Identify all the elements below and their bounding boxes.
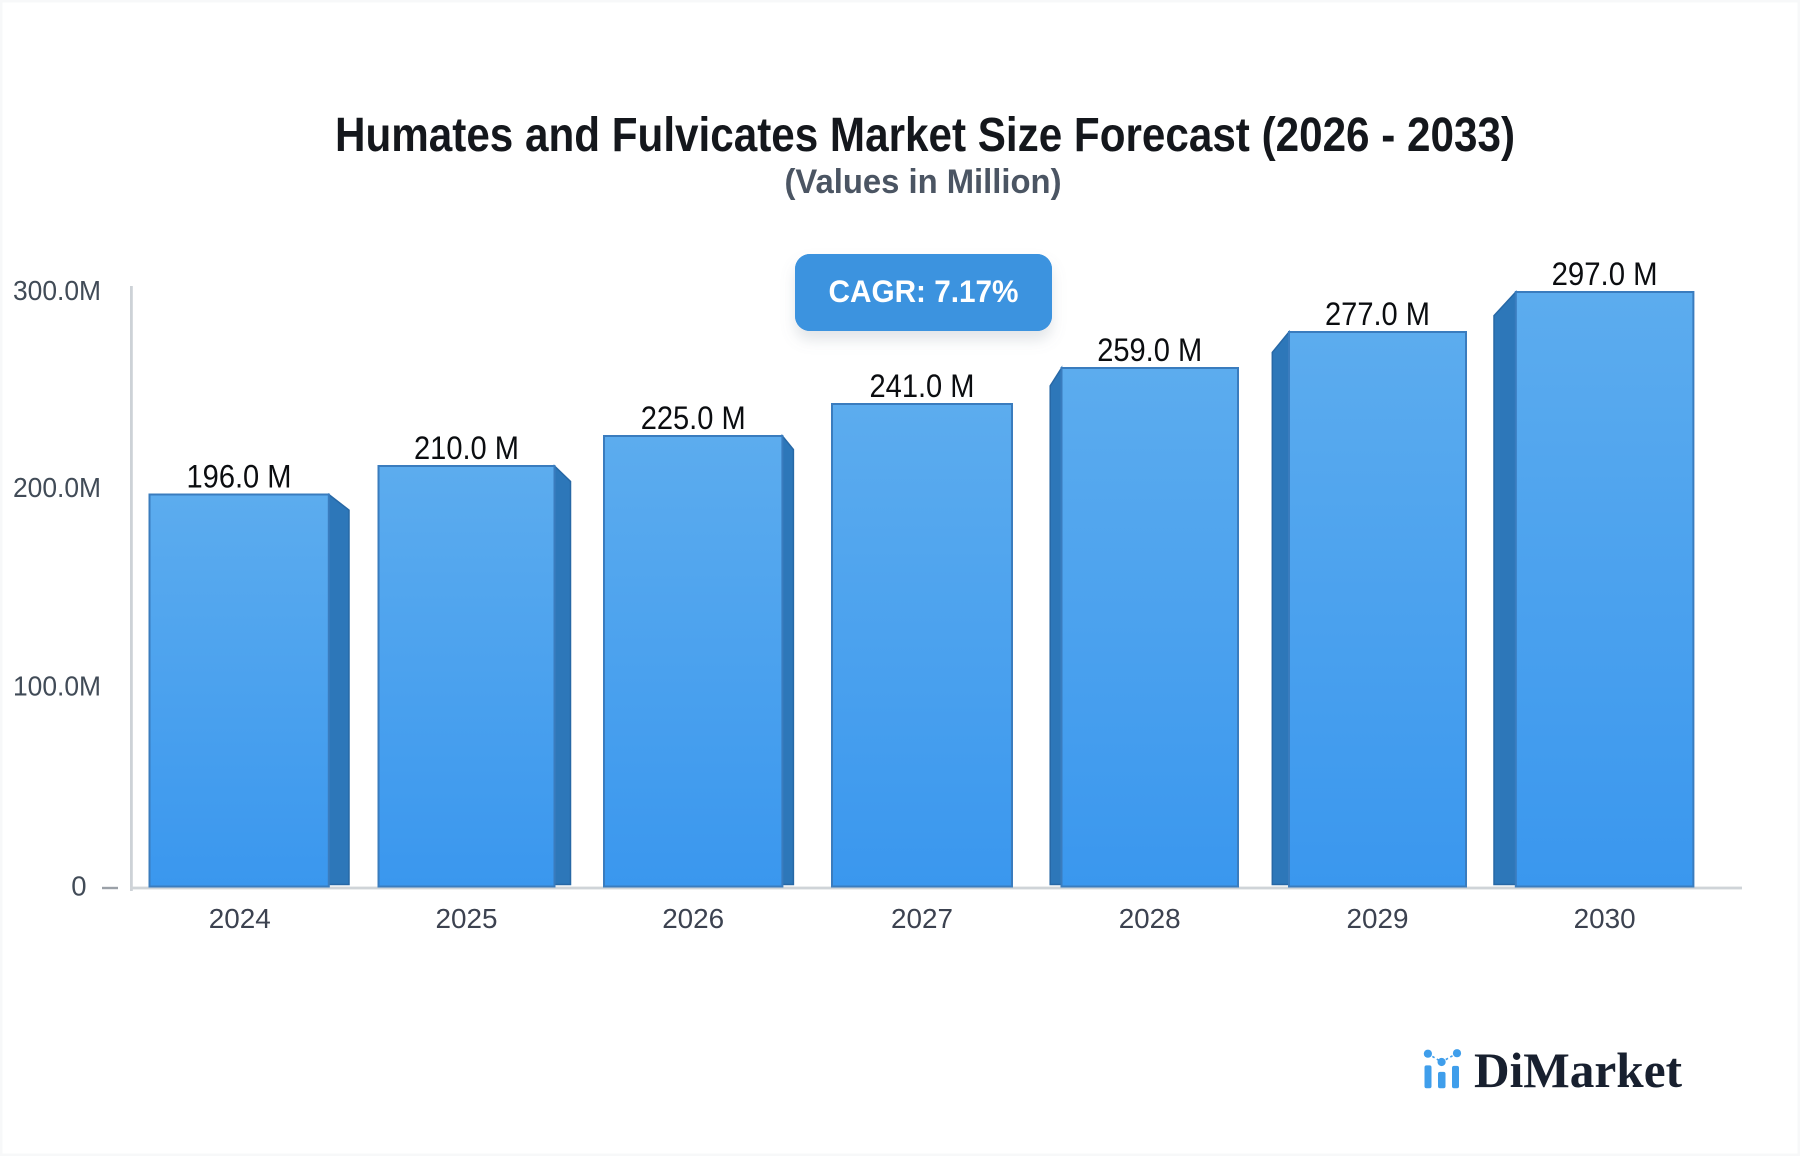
svg-text:100.0M: 100.0M <box>13 670 101 701</box>
svg-text:200.0M: 200.0M <box>13 472 101 503</box>
svg-text:(Values in Million): (Values in Million) <box>785 163 1062 201</box>
svg-text:277.0 M: 277.0 M <box>1325 296 1430 332</box>
svg-text:259.0 M: 259.0 M <box>1097 332 1202 368</box>
svg-text:2027: 2027 <box>891 903 953 934</box>
svg-text:CAGR: 7.17%: CAGR: 7.17% <box>829 273 1019 309</box>
svg-text:2029: 2029 <box>1347 903 1409 934</box>
svg-text:225.0 M: 225.0 M <box>641 400 746 436</box>
svg-text:2030: 2030 <box>1574 903 1636 934</box>
svg-text:241.0 M: 241.0 M <box>870 368 975 404</box>
svg-text:300.0M: 300.0M <box>13 275 101 306</box>
svg-text:210.0 M: 210.0 M <box>414 430 519 466</box>
svg-text:2028: 2028 <box>1119 903 1181 934</box>
svg-text:297.0 M: 297.0 M <box>1552 256 1658 292</box>
svg-text:2024: 2024 <box>209 903 271 934</box>
svg-text:196.0 M: 196.0 M <box>187 459 292 495</box>
svg-text:DiMarket: DiMarket <box>1474 1043 1682 1098</box>
svg-text:0: 0 <box>71 870 86 901</box>
svg-text:2026: 2026 <box>662 903 724 934</box>
svg-text:Humates and Fulvicates Market: Humates and Fulvicates Market Size Forec… <box>335 109 1515 162</box>
svg-text:2025: 2025 <box>436 903 498 934</box>
